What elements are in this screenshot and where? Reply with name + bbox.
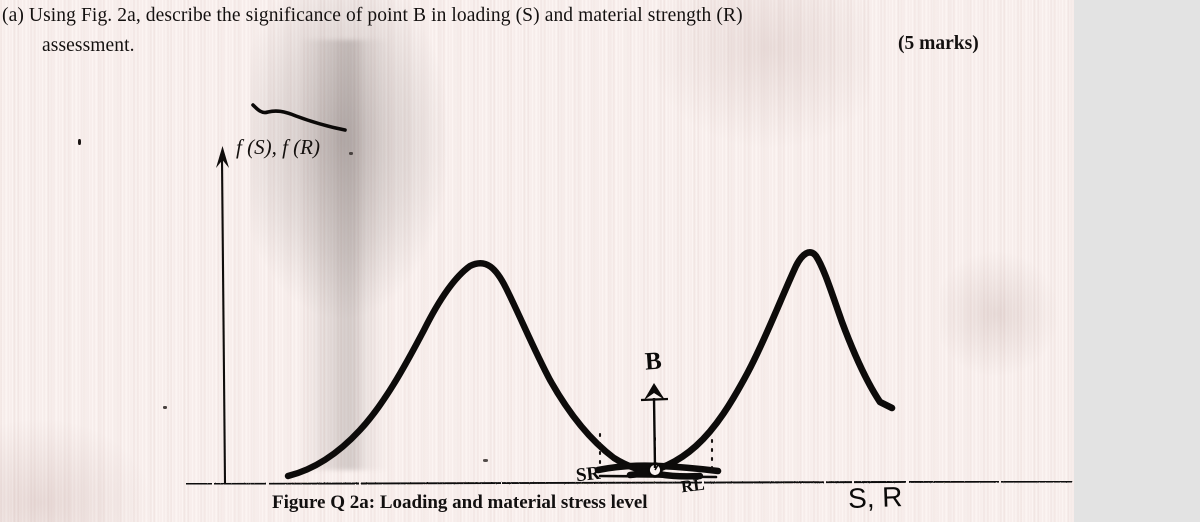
figure-caption: Figure Q 2a: Loading and material stress… <box>272 492 648 513</box>
figure-plot <box>185 103 1073 485</box>
ink-speck <box>483 459 488 462</box>
ink-speck <box>163 406 167 409</box>
question-text-line-2: assessment. <box>42 35 135 56</box>
handwritten-arrow-to-point-b <box>640 383 669 469</box>
scanned-page: (a) Using Fig. 2a, describe the signific… <box>0 0 1074 522</box>
x-axis <box>185 480 1073 485</box>
y-axis <box>216 146 229 484</box>
dropline-guides <box>598 432 714 472</box>
question-text-line-1: (a) Using Fig. 2a, describe the signific… <box>2 5 743 26</box>
ink-speck <box>349 152 353 155</box>
marks-allocation: (5 marks) <box>898 33 979 54</box>
handwritten-tick-mark <box>251 103 347 132</box>
curve-strength-fr <box>626 249 896 479</box>
background-filler-panel <box>1074 0 1200 522</box>
ink-speck <box>78 139 81 145</box>
curve-loading-fs <box>284 260 704 480</box>
y-axis-label: f (S), f (R) <box>236 135 320 159</box>
